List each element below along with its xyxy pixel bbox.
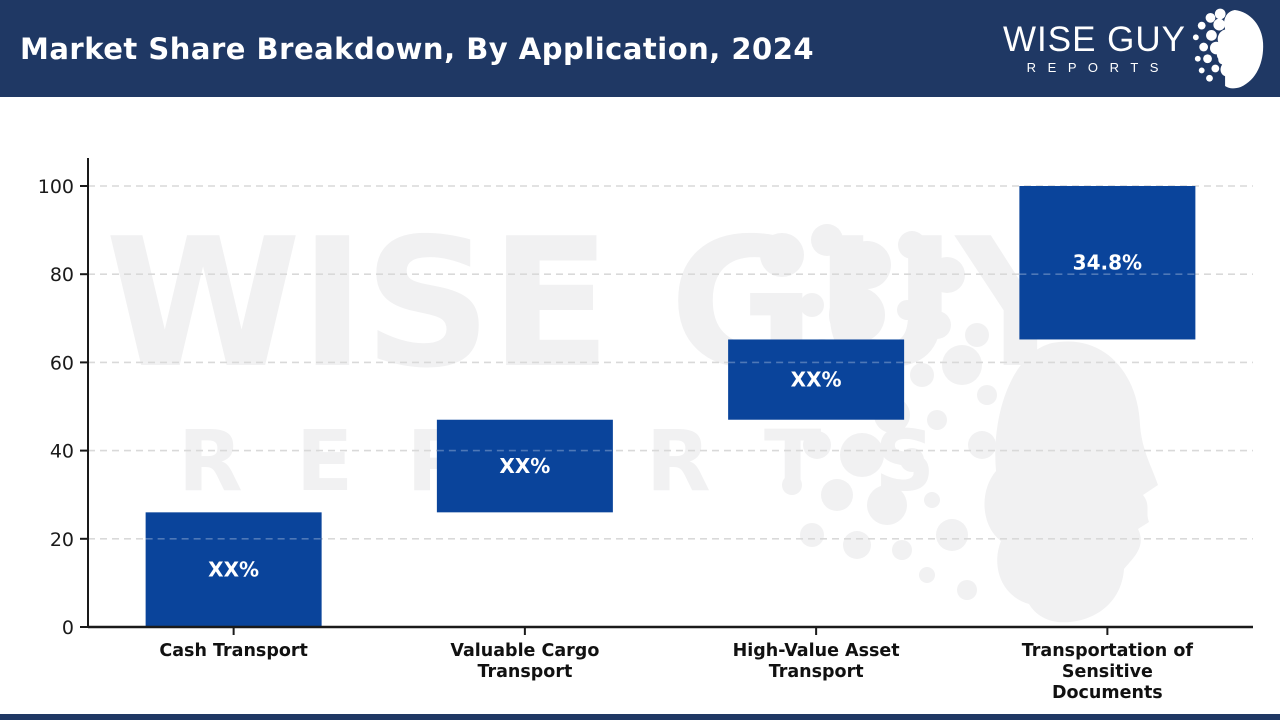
x-category-label: Transport bbox=[477, 662, 572, 682]
bar-value-label: XX% bbox=[208, 558, 259, 582]
x-category-label: Transportation of bbox=[1022, 641, 1194, 661]
x-category-label: Transport bbox=[769, 662, 864, 682]
bar-segment bbox=[1019, 186, 1196, 340]
bar-segment bbox=[436, 419, 613, 513]
y-tick-label: 80 bbox=[50, 264, 74, 286]
logo-face-icon bbox=[1192, 8, 1264, 88]
logo-text: WISE GUY R E P O R T S bbox=[1003, 22, 1186, 75]
header: Market Share Breakdown, By Application, … bbox=[0, 0, 1280, 97]
y-tick-label: 40 bbox=[50, 441, 74, 463]
logo-wordmark: WISE GUY bbox=[1002, 20, 1186, 59]
logo-subtext: R E P O R T S bbox=[1026, 60, 1163, 75]
x-category-label: High-Value Asset bbox=[733, 641, 900, 661]
x-category-label: Documents bbox=[1052, 683, 1163, 703]
y-tick-label: 20 bbox=[50, 529, 74, 551]
x-category-label: Cash Transport bbox=[159, 641, 308, 661]
bar-value-label: XX% bbox=[499, 454, 550, 478]
y-tick-label: 60 bbox=[50, 352, 74, 374]
x-category-label: Sensitive bbox=[1062, 662, 1153, 682]
bar-segment bbox=[145, 512, 322, 627]
bar-value-label: 34.8% bbox=[1073, 251, 1142, 275]
footer-bar bbox=[0, 714, 1280, 720]
y-tick-label: 100 bbox=[38, 176, 74, 198]
bar-value-label: XX% bbox=[791, 368, 842, 392]
page-title: Market Share Breakdown, By Application, … bbox=[20, 31, 815, 66]
chart-area: WISE GUY R E P O R T S XX%Cash Transport… bbox=[0, 97, 1280, 714]
wiseguy-logo: WISE GUY R E P O R T S bbox=[1003, 8, 1266, 90]
y-tick-label: 0 bbox=[62, 617, 74, 639]
bar-segment bbox=[728, 339, 905, 420]
x-category-label: Valuable Cargo bbox=[450, 641, 599, 661]
